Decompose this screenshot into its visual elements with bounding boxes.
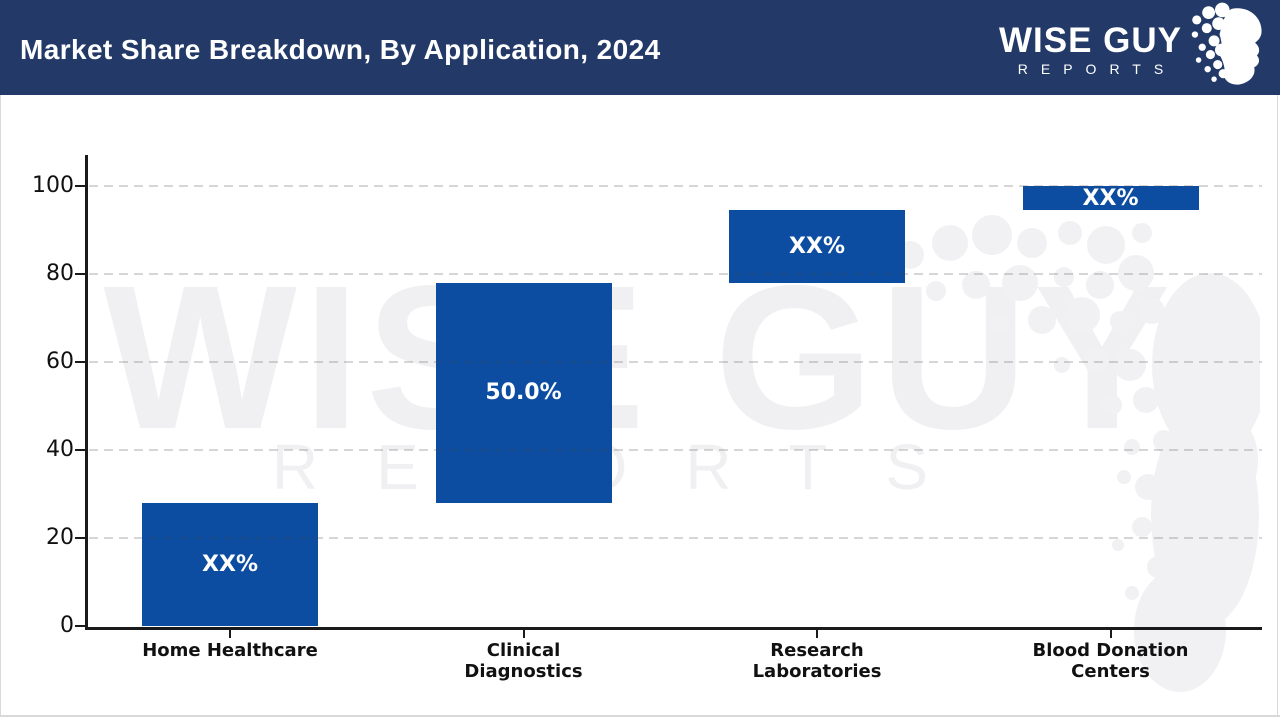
y-tick-mark: [75, 273, 85, 275]
gridline: [89, 273, 1262, 275]
gridline: [89, 185, 1262, 187]
bar-value-label: 50.0%: [485, 380, 562, 406]
y-tick-label: 60: [46, 349, 74, 374]
bar-segment: XX%: [729, 210, 905, 283]
brand-logo-text: WISE GUY REPORTS: [998, 20, 1182, 77]
y-tick-mark: [75, 537, 85, 539]
chart-title: Market Share Breakdown, By Application, …: [20, 33, 661, 65]
y-tick-mark: [75, 625, 85, 627]
header-bar: Market Share Breakdown, By Application, …: [0, 0, 1280, 95]
category-label: Clinical Diagnostics: [464, 640, 583, 682]
bar-segment: XX%: [1022, 185, 1199, 211]
y-tick-mark: [75, 185, 85, 187]
brand-logo: WISE GUY REPORTS: [999, 0, 1266, 95]
plot-area: 0 20 40 60 80 100 XX% Home Healthcare 50.0% Clini…: [0, 95, 1280, 720]
gridline: [89, 449, 1262, 451]
brand-name: WISE GUY: [998, 20, 1182, 60]
bar-value-label: XX%: [789, 233, 845, 259]
category-label: Research Laboratories: [752, 640, 882, 682]
brand-face-icon: [1184, 1, 1266, 94]
gridline: [89, 361, 1262, 363]
bar-value-label: XX%: [1082, 185, 1139, 211]
y-tick-mark: [75, 361, 85, 363]
gridline: [89, 537, 1262, 539]
y-axis-line: [85, 155, 88, 630]
y-tick-label: 40: [46, 437, 74, 462]
x-axis-line: [88, 627, 1262, 630]
y-tick-label: 20: [46, 525, 74, 550]
frame-border-right: [1277, 95, 1278, 717]
bar-value-label: XX%: [202, 551, 258, 577]
x-tick-mark: [229, 629, 231, 638]
brand-subname: REPORTS: [1017, 60, 1177, 77]
x-tick-mark: [522, 629, 525, 638]
frame-border-bottom: [0, 715, 1280, 717]
x-tick-mark: [816, 629, 818, 638]
chart-canvas: WISE GUY REPORTS: [0, 95, 1280, 720]
bar-segment: XX%: [142, 502, 318, 626]
y-tick-mark: [75, 449, 85, 451]
y-tick-label: 80: [46, 261, 74, 286]
bar-segment: 50.0%: [435, 282, 612, 503]
y-tick-label: 0: [60, 613, 74, 638]
category-label: Blood Donation Centers: [1032, 640, 1189, 682]
category-label: Home Healthcare: [142, 640, 318, 661]
y-tick-label: 100: [32, 173, 74, 198]
frame-border-left: [0, 95, 1, 717]
x-tick-mark: [1109, 629, 1112, 638]
